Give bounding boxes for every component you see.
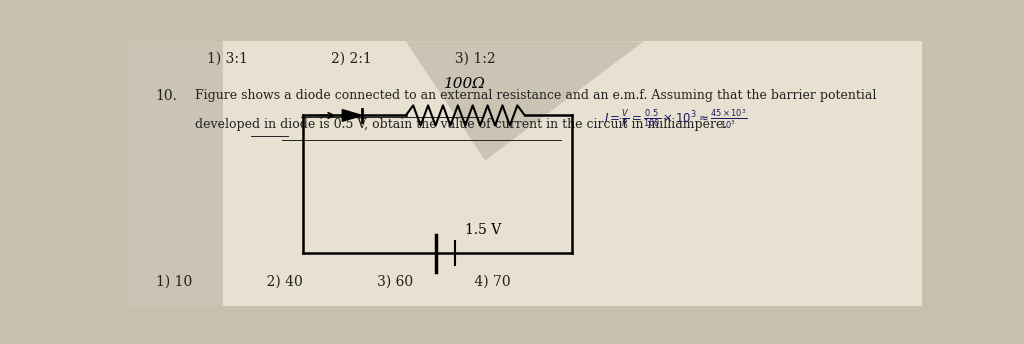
Text: 1) 3:1                   2) 2:1                   3) 1:2: 1) 3:1 2) 2:1 3) 1:2 — [207, 52, 496, 66]
Text: 10.: 10. — [156, 89, 177, 103]
Polygon shape — [406, 41, 644, 160]
FancyBboxPatch shape — [128, 41, 922, 306]
Text: Figure shows a diode connected to an external resistance and an e.m.f. Assuming : Figure shows a diode connected to an ext… — [196, 89, 877, 102]
Text: developed in diode is 0.5 V, obtain the value of current in the circuit in milli: developed in diode is 0.5 V, obtain the … — [196, 118, 728, 131]
Text: 1) 10                 2) 40                 3) 60              4) 70: 1) 10 2) 40 3) 60 4) 70 — [156, 275, 510, 288]
Text: 1.5 V: 1.5 V — [465, 223, 502, 237]
Polygon shape — [342, 110, 362, 121]
Polygon shape — [128, 41, 223, 306]
Text: 100Ω: 100Ω — [444, 77, 486, 91]
Text: $I=\frac{V}{R}=\frac{0.5}{100}\times10^3\approx\frac{45\times10^3}{10^3}$: $I=\frac{V}{R}=\frac{0.5}{100}\times10^3… — [604, 107, 748, 131]
